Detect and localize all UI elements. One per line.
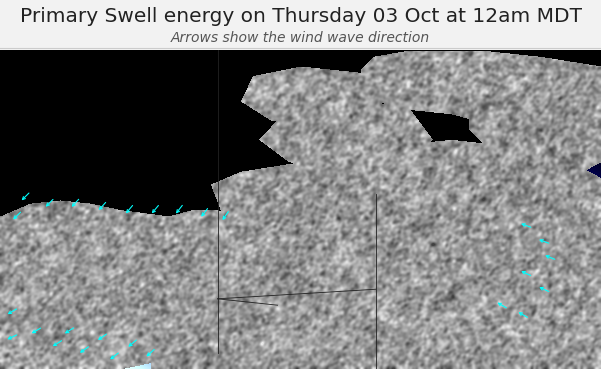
Text: Primary Swell energy on Thursday 03 Oct at 12am MDT: Primary Swell energy on Thursday 03 Oct … bbox=[19, 7, 582, 25]
Text: Arrows show the wind wave direction: Arrows show the wind wave direction bbox=[171, 31, 430, 45]
